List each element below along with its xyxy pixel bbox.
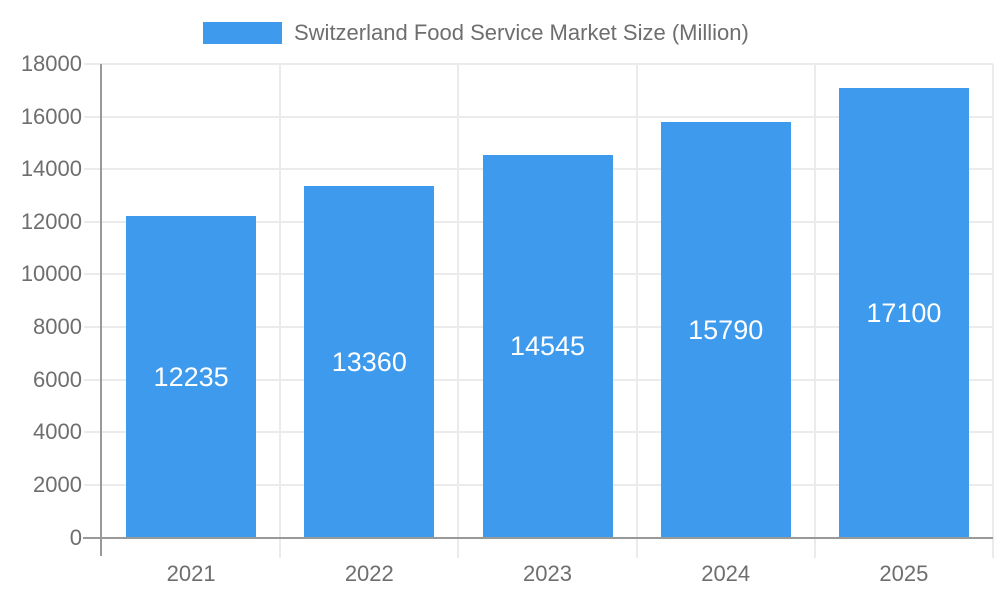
- bar-value-label: 14545: [509, 331, 586, 362]
- gridline-vertical: [813, 64, 816, 558]
- y-axis-tick-label: 12000: [20, 208, 82, 234]
- gridline-vertical: [279, 64, 282, 558]
- y-axis-line: [100, 64, 102, 556]
- x-axis-tick-label: 2023: [523, 561, 572, 586]
- y-axis-tick-label: 16000: [20, 103, 82, 129]
- bar[interactable]: [660, 122, 791, 538]
- gridline-vertical: [992, 64, 994, 558]
- gridline-horizontal: [84, 115, 993, 118]
- y-axis-tick-label: 2000: [33, 471, 82, 497]
- gridline-vertical: [457, 64, 460, 558]
- bar[interactable]: [482, 154, 613, 538]
- bar-value-label: 13360: [331, 346, 407, 377]
- y-axis-tick-label: 6000: [33, 366, 82, 392]
- y-axis-tick-label: 18000: [20, 51, 82, 76]
- legend-label: Switzerland Food Service Market Size (Mi…: [294, 20, 749, 45]
- chart-legend[interactable]: Switzerland Food Service Market Size (Mi…: [203, 21, 749, 45]
- bar-value-label: 17100: [866, 297, 942, 328]
- bar-value-label: 12235: [153, 361, 229, 392]
- legend-swatch-icon: [203, 22, 282, 44]
- x-axis-tick-label: 2022: [344, 561, 394, 586]
- gridline-horizontal: [84, 63, 993, 65]
- bar[interactable]: [838, 87, 969, 538]
- x-axis-tick-label: 2021: [166, 561, 216, 586]
- bar[interactable]: [126, 215, 257, 538]
- x-axis-tick-label: 2025: [879, 561, 929, 586]
- bar-value-label: 15790: [688, 314, 764, 345]
- y-axis-tick-label: 0: [69, 524, 82, 550]
- y-axis-tick-label: 4000: [33, 419, 82, 445]
- x-axis-line: [83, 536, 993, 539]
- gridline-vertical: [635, 64, 638, 558]
- x-axis-tick-label: 2024: [701, 561, 751, 586]
- y-axis-tick-label: 14000: [20, 156, 82, 182]
- y-axis-tick-label: 10000: [20, 261, 82, 287]
- bar[interactable]: [304, 186, 435, 538]
- y-axis-tick-label: 8000: [33, 314, 82, 340]
